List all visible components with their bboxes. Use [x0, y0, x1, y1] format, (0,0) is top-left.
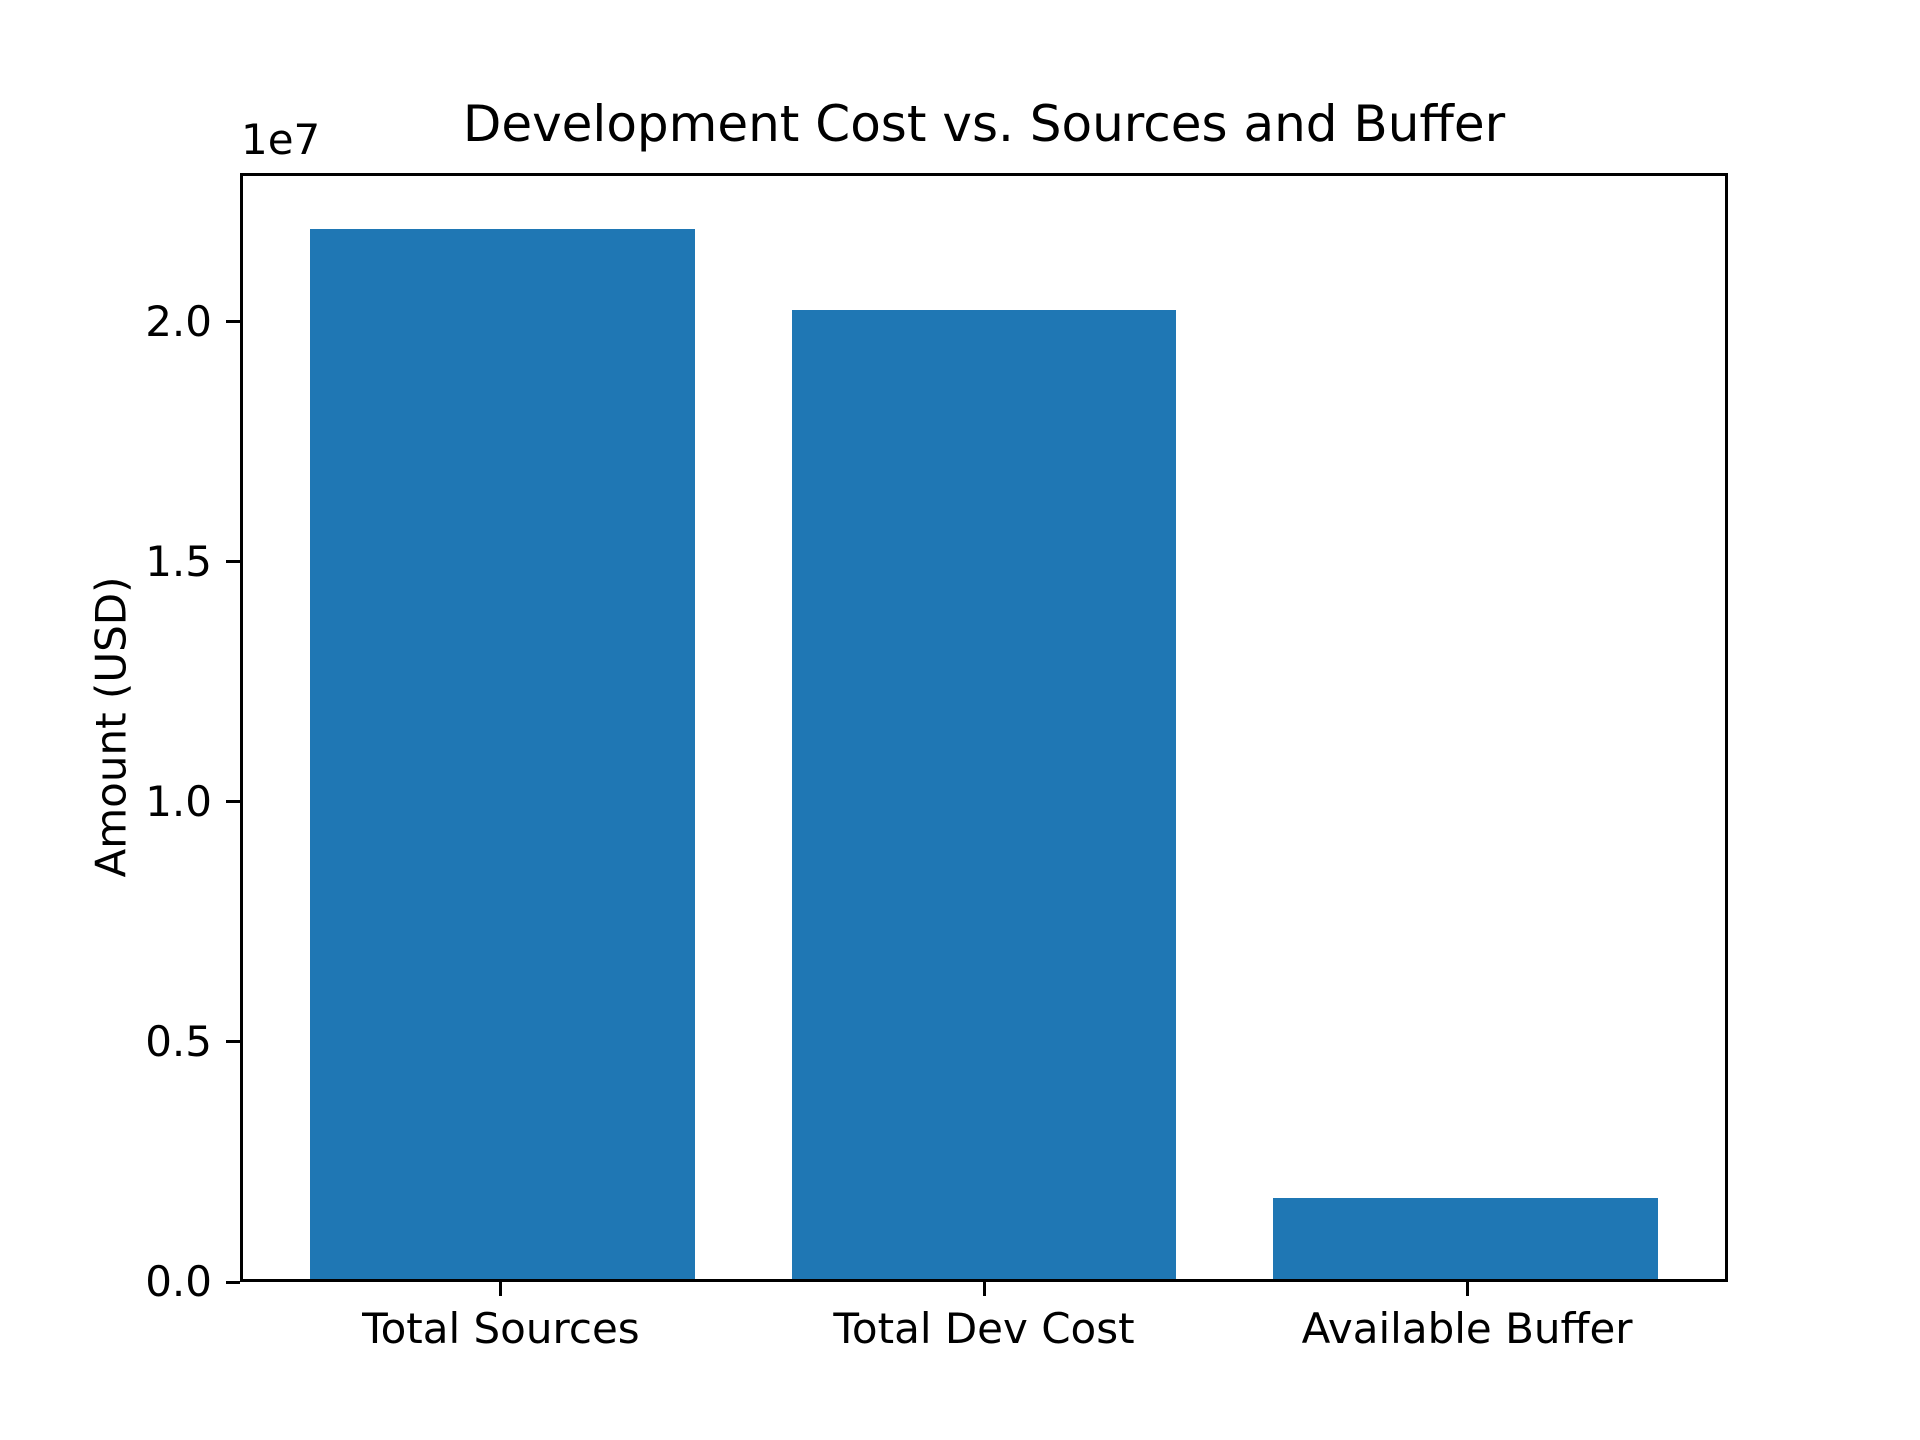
y-tick-label: 0.5 — [145, 1016, 212, 1066]
x-tick-label-available-buffer: Available Buffer — [1301, 1304, 1633, 1353]
x-tick-mark — [499, 1282, 503, 1296]
y-tick-mark — [226, 1040, 240, 1044]
y-tick-mark — [226, 1280, 240, 1284]
y-tick-label: 1.5 — [145, 536, 212, 586]
y-axis-label: Amount (USD) — [86, 576, 136, 878]
y-tick-label: 0.0 — [145, 1257, 212, 1306]
x-tick-label-total-dev-cost: Total Dev Cost — [833, 1304, 1135, 1353]
x-tick-mark — [1465, 1282, 1469, 1296]
bar-total-dev-cost — [791, 309, 1177, 1279]
y-tick-label: 1.0 — [145, 776, 212, 826]
x-tick-label-total-sources: Total Sources — [362, 1304, 640, 1353]
y-tick-label: 2.0 — [145, 296, 212, 346]
x-tick-mark — [982, 1282, 986, 1296]
y-tick-mark — [226, 800, 240, 804]
bar-total-sources — [310, 228, 696, 1279]
bar-available-buffer — [1272, 1197, 1658, 1279]
y-axis-offset-label: 1e7 — [241, 115, 321, 164]
chart-title: Development Cost vs. Sources and Buffer — [462, 95, 1506, 153]
plot-area — [240, 173, 1728, 1282]
y-tick-mark — [226, 560, 240, 564]
y-tick-mark — [226, 320, 240, 324]
